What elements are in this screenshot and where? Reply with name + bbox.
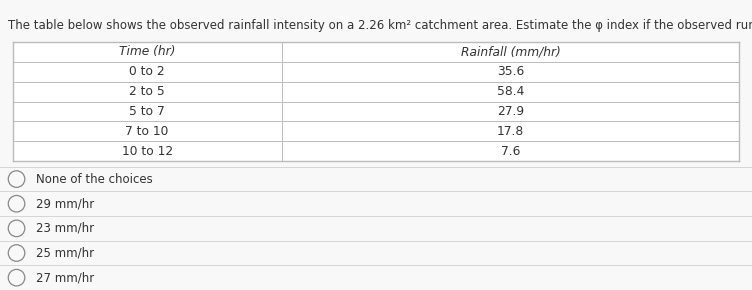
Bar xyxy=(13,42,739,161)
Text: 35.6: 35.6 xyxy=(497,65,524,78)
Text: 27 mm/hr: 27 mm/hr xyxy=(36,271,94,284)
Text: 0 to 2: 0 to 2 xyxy=(129,65,165,78)
Text: 29 mm/hr: 29 mm/hr xyxy=(36,197,94,210)
Text: 2 to 5: 2 to 5 xyxy=(129,85,165,98)
Text: 23 mm/hr: 23 mm/hr xyxy=(36,222,94,235)
Text: 10 to 12: 10 to 12 xyxy=(122,144,173,157)
Text: 25 mm/hr: 25 mm/hr xyxy=(36,246,94,260)
Text: 7 to 10: 7 to 10 xyxy=(126,125,169,138)
Text: Time (hr): Time (hr) xyxy=(119,46,175,59)
Text: Rainfall (mm/hr): Rainfall (mm/hr) xyxy=(460,46,560,59)
Text: 17.8: 17.8 xyxy=(497,125,524,138)
Text: 27.9: 27.9 xyxy=(497,105,524,118)
Text: 5 to 7: 5 to 7 xyxy=(129,105,165,118)
Text: None of the choices: None of the choices xyxy=(36,173,153,186)
Text: 7.6: 7.6 xyxy=(501,144,520,157)
Text: The table below shows the observed rainfall intensity on a 2.26 km² catchment ar: The table below shows the observed rainf… xyxy=(8,19,752,32)
Text: 58.4: 58.4 xyxy=(497,85,524,98)
